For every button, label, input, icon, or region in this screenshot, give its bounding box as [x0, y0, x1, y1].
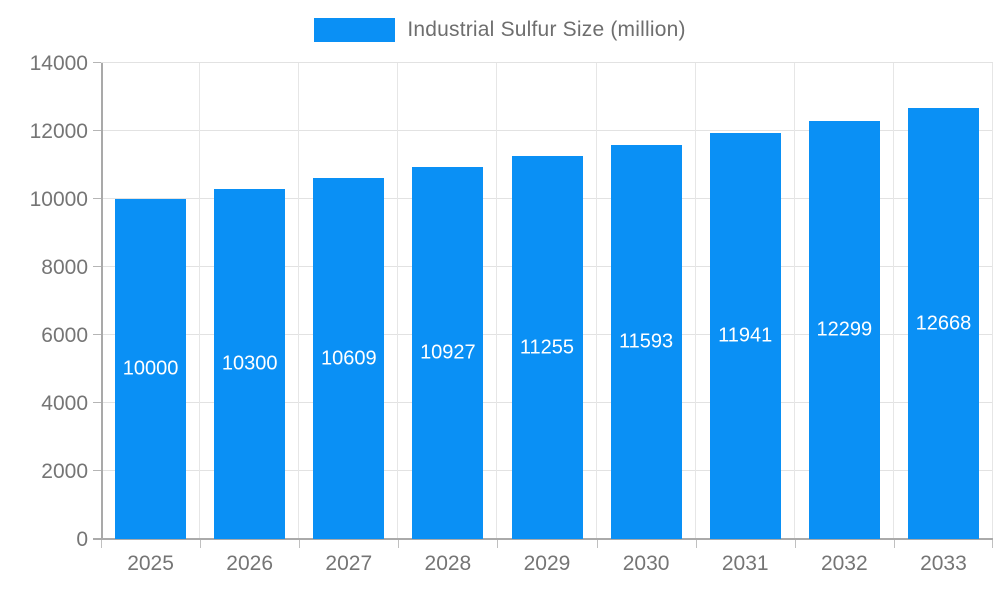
- x-axis-label: 2032: [820, 552, 868, 575]
- y-axis-tick: [93, 198, 101, 199]
- bar: 12668: [907, 108, 979, 539]
- x-axis-tick: [893, 539, 895, 548]
- y-gridline: [101, 62, 993, 63]
- bar-value-label: 12299: [816, 318, 873, 341]
- y-axis-label: 12000: [29, 120, 88, 143]
- bar: 10000: [115, 199, 187, 539]
- bar-value-label: 11941: [718, 324, 773, 347]
- y-axis-label: 6000: [41, 324, 88, 347]
- legend-swatch: [314, 18, 396, 42]
- y-gridline: [101, 130, 993, 131]
- x-gridline: [992, 63, 993, 539]
- y-axis-label: 8000: [41, 256, 88, 279]
- x-axis-label: 2031: [721, 552, 769, 575]
- x-gridline: [199, 63, 201, 539]
- chart-legend: Industrial Sulfur Size (million): [0, 18, 1000, 42]
- bar: 10927: [412, 167, 484, 539]
- y-axis-label: 4000: [41, 392, 88, 415]
- y-axis-label: 0: [76, 528, 88, 551]
- x-axis-label: 2033: [920, 552, 967, 575]
- bar: 12299: [808, 120, 880, 539]
- bar-value-label: 10300: [221, 352, 278, 375]
- bar: 10300: [214, 188, 286, 539]
- x-gridline: [397, 63, 399, 539]
- y-axis-tick: [93, 334, 101, 335]
- x-axis-tick: [398, 539, 400, 548]
- y-axis-tick: [93, 470, 101, 471]
- y-axis-label: 14000: [29, 52, 88, 75]
- x-gridline: [694, 63, 696, 539]
- bar-value-label: 10000: [122, 357, 179, 380]
- x-gridline: [892, 63, 894, 539]
- x-axis-label: 2026: [226, 552, 274, 575]
- x-gridline: [496, 63, 498, 539]
- y-axis-tick: [93, 402, 101, 403]
- x-axis-label: 2029: [523, 552, 571, 575]
- bar-value-label: 10927: [420, 341, 476, 364]
- x-gridline: [793, 63, 795, 539]
- bar: 11593: [610, 144, 682, 539]
- x-axis-tick: [200, 539, 202, 548]
- y-axis-line: [101, 63, 103, 539]
- bar-value-label: 11593: [619, 330, 674, 353]
- legend-label: Industrial Sulfur Size (million): [407, 18, 686, 41]
- bar: 10609: [313, 178, 385, 539]
- y-axis-label: 10000: [29, 188, 88, 211]
- x-gridline: [298, 63, 300, 539]
- x-axis-tick: [101, 539, 102, 548]
- bar-value-label: 12668: [915, 312, 972, 335]
- x-axis-tick: [992, 539, 993, 548]
- x-axis-tick: [794, 539, 796, 548]
- x-axis-tick: [497, 539, 499, 548]
- bar-value-label: 11255: [519, 336, 575, 359]
- y-axis-tick: [93, 62, 101, 63]
- x-gridline: [595, 63, 597, 539]
- x-axis-label: 2030: [622, 552, 670, 575]
- x-axis-line: [93, 538, 993, 540]
- y-axis-tick: [93, 266, 101, 267]
- x-axis-tick: [596, 539, 598, 548]
- x-axis-tick: [695, 539, 697, 548]
- x-axis-tick: [299, 539, 301, 548]
- bar: 11941: [709, 133, 781, 539]
- bar: 11255: [511, 156, 583, 539]
- x-axis-label: 2025: [127, 552, 174, 575]
- x-axis-label: 2028: [424, 552, 472, 575]
- y-axis-label: 2000: [41, 460, 88, 483]
- bar-value-label: 10609: [320, 347, 377, 370]
- plot-area: 0 2000 4000 6000 8000 10000 12000 14000 10000 202…: [30, 53, 993, 575]
- y-axis-tick: [93, 130, 101, 131]
- x-axis-label: 2027: [325, 552, 373, 575]
